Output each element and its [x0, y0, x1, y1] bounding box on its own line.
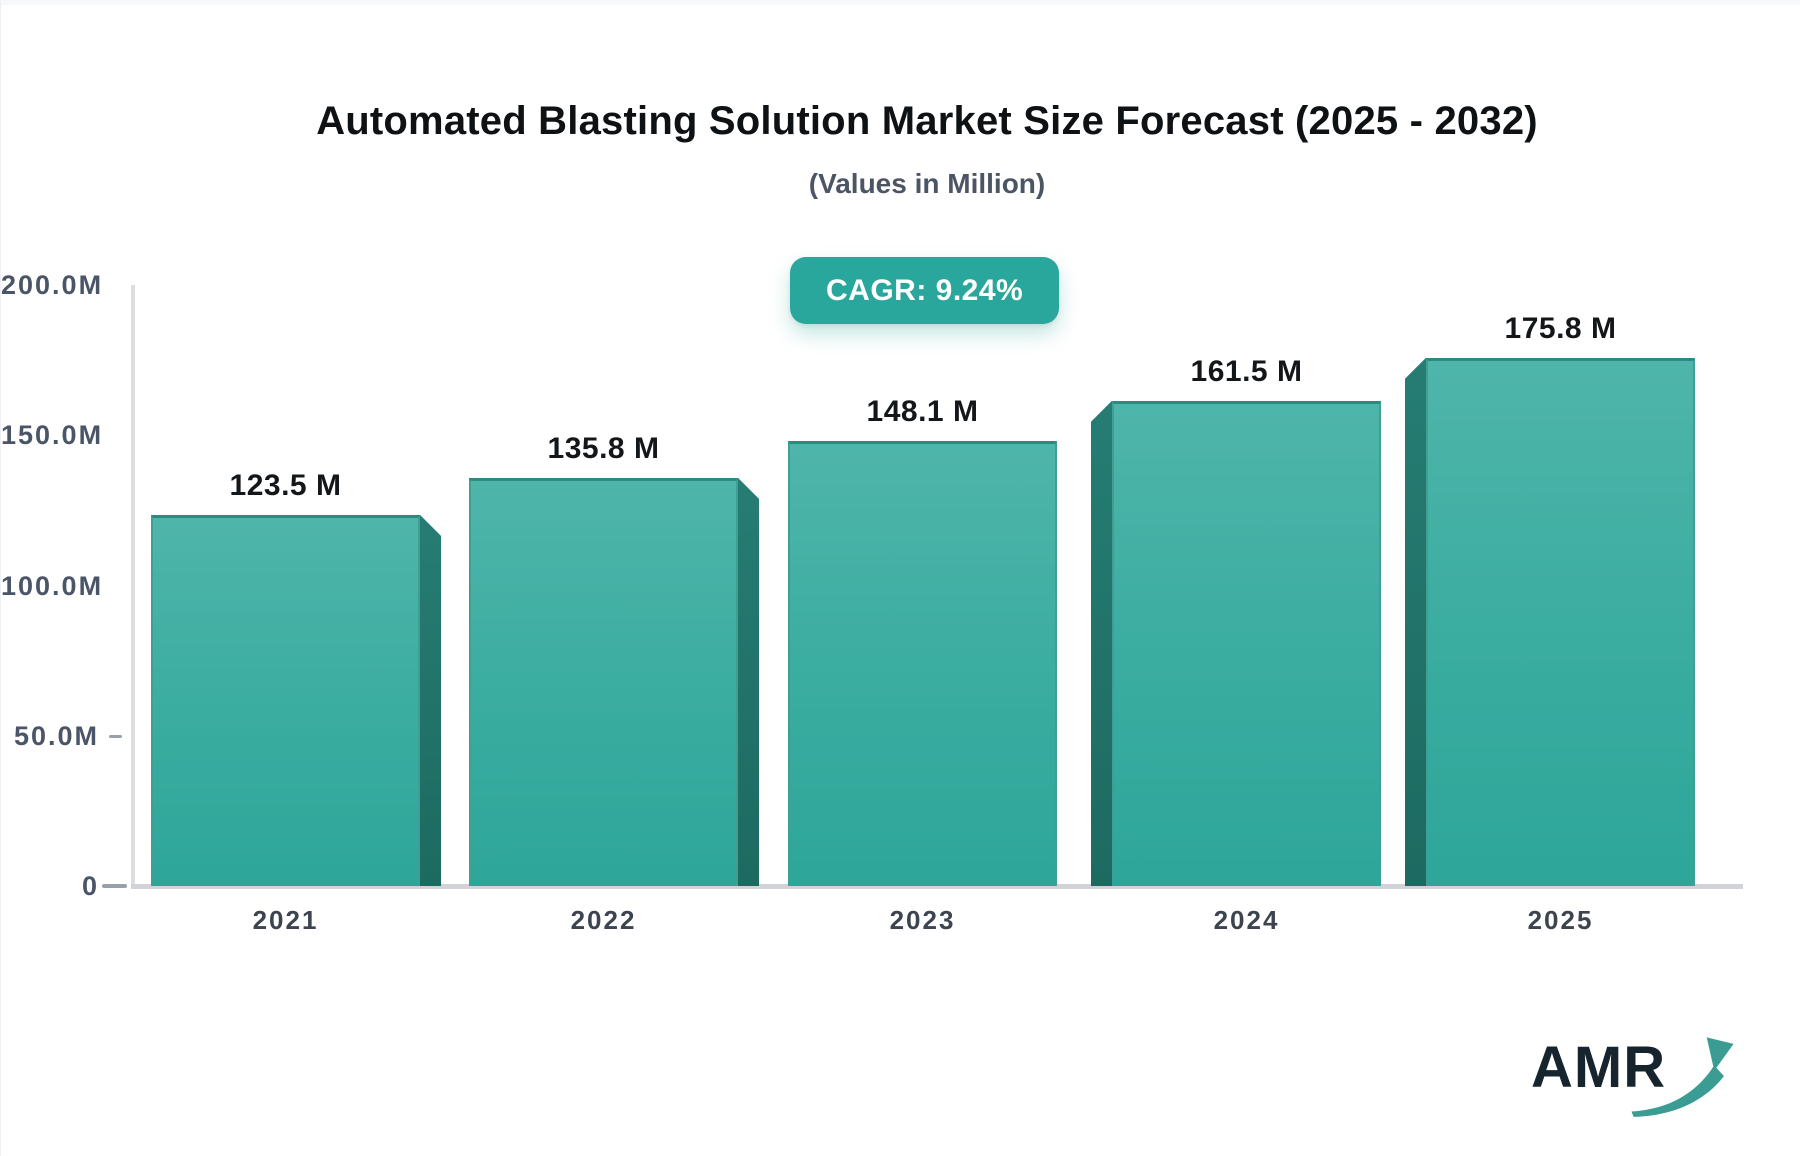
bar-side-shadow — [738, 477, 759, 886]
y-axis-line — [131, 285, 135, 889]
logo-arrow-icon — [1631, 1037, 1734, 1117]
chart-title: Automated Blasting Solution Market Size … — [316, 99, 1538, 143]
y-axis-tick-label: 100.0M — [1, 570, 104, 601]
x-axis-line — [131, 884, 1743, 889]
y-tick-50m — [109, 735, 122, 738]
chart-subtitle: (Values in Million) — [808, 168, 1046, 199]
bar-value-label: 135.8 M — [547, 431, 660, 465]
y-tick-0 — [102, 884, 127, 888]
y-axis-tick-label: 0 — [81, 871, 99, 901]
logo-text: AMR — [1531, 1035, 1667, 1100]
x-axis-category-label: 2023 — [889, 905, 956, 935]
cagr-badge: CAGR: 9.24% — [790, 257, 1060, 324]
bar-2023 — [788, 440, 1057, 886]
y-axis-tick-label: 200.0M — [1, 270, 104, 300]
bar-2022 — [469, 477, 738, 886]
bar-side-shadow — [1091, 400, 1112, 886]
y-axis-tick-label: 150.0M — [1, 420, 104, 451]
x-axis-category-label: 2024 — [1213, 905, 1280, 935]
top-border-strip — [1, 0, 1800, 5]
bar-2025 — [1426, 357, 1695, 886]
x-axis-category-label: 2025 — [1527, 905, 1594, 935]
y-axis-tick-label: 50.0M — [13, 720, 99, 751]
bar-value-label: 123.5 M — [229, 468, 342, 502]
bar-value-label: 148.1 M — [866, 394, 979, 428]
bar-value-label: 161.5 M — [1190, 354, 1303, 388]
bar-side-shadow — [420, 514, 441, 886]
x-axis-category-label: 2021 — [252, 905, 319, 935]
bar-value-label: 175.8 M — [1504, 311, 1617, 345]
bar-2021 — [151, 514, 420, 886]
cagr-badge-label: CAGR: 9.24% — [826, 273, 1024, 307]
x-axis-category-label: 2022 — [570, 905, 637, 935]
bar-side-shadow — [1405, 357, 1426, 886]
amr-logo: AMR — [1531, 1028, 1734, 1128]
bar-2024 — [1112, 400, 1381, 886]
